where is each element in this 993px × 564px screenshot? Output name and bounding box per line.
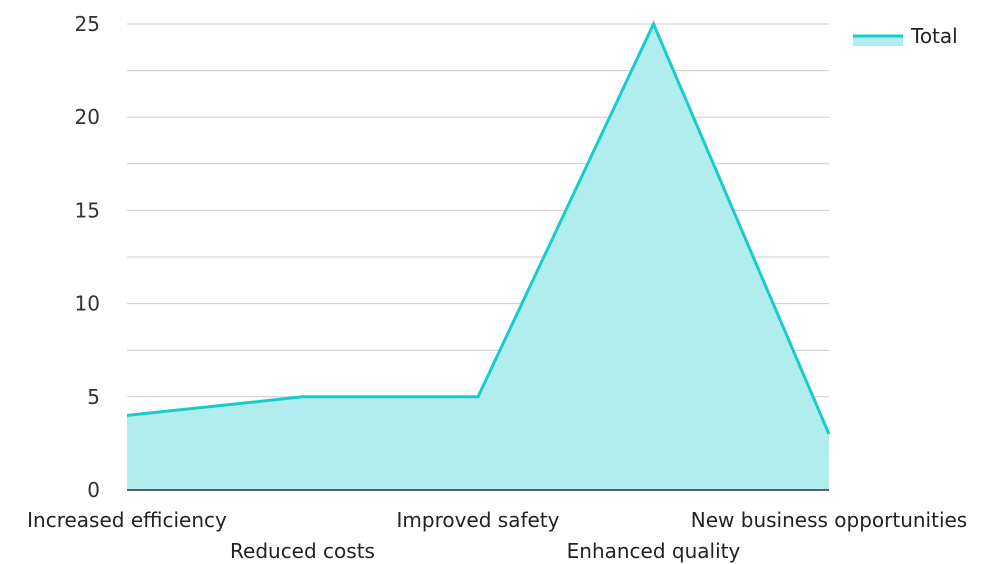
legend-label-total: Total: [910, 24, 958, 48]
y-tick-label: 10: [75, 292, 100, 316]
x-tick-label: Increased efficiency: [27, 508, 227, 532]
y-axis-ticks: 0 5 10 15 20 25: [75, 12, 100, 502]
y-tick-label: 20: [75, 105, 100, 129]
x-tick-label: New business opportunities: [691, 508, 967, 532]
series-line-total: [126, 20, 831, 435]
y-tick-label: 0: [87, 478, 100, 502]
x-tick-label: Enhanced quality: [567, 539, 741, 563]
y-tick-label: 5: [87, 385, 100, 409]
x-tick-label: Improved safety: [397, 508, 560, 532]
x-tick-label: Reduced costs: [230, 539, 375, 563]
legend: Total: [853, 24, 958, 48]
y-tick-label: 15: [75, 198, 100, 222]
series-area-total: [127, 24, 829, 490]
grid-lines: [127, 23, 829, 444]
legend-swatch-total: [853, 35, 903, 46]
y-tick-label: 25: [75, 12, 100, 36]
